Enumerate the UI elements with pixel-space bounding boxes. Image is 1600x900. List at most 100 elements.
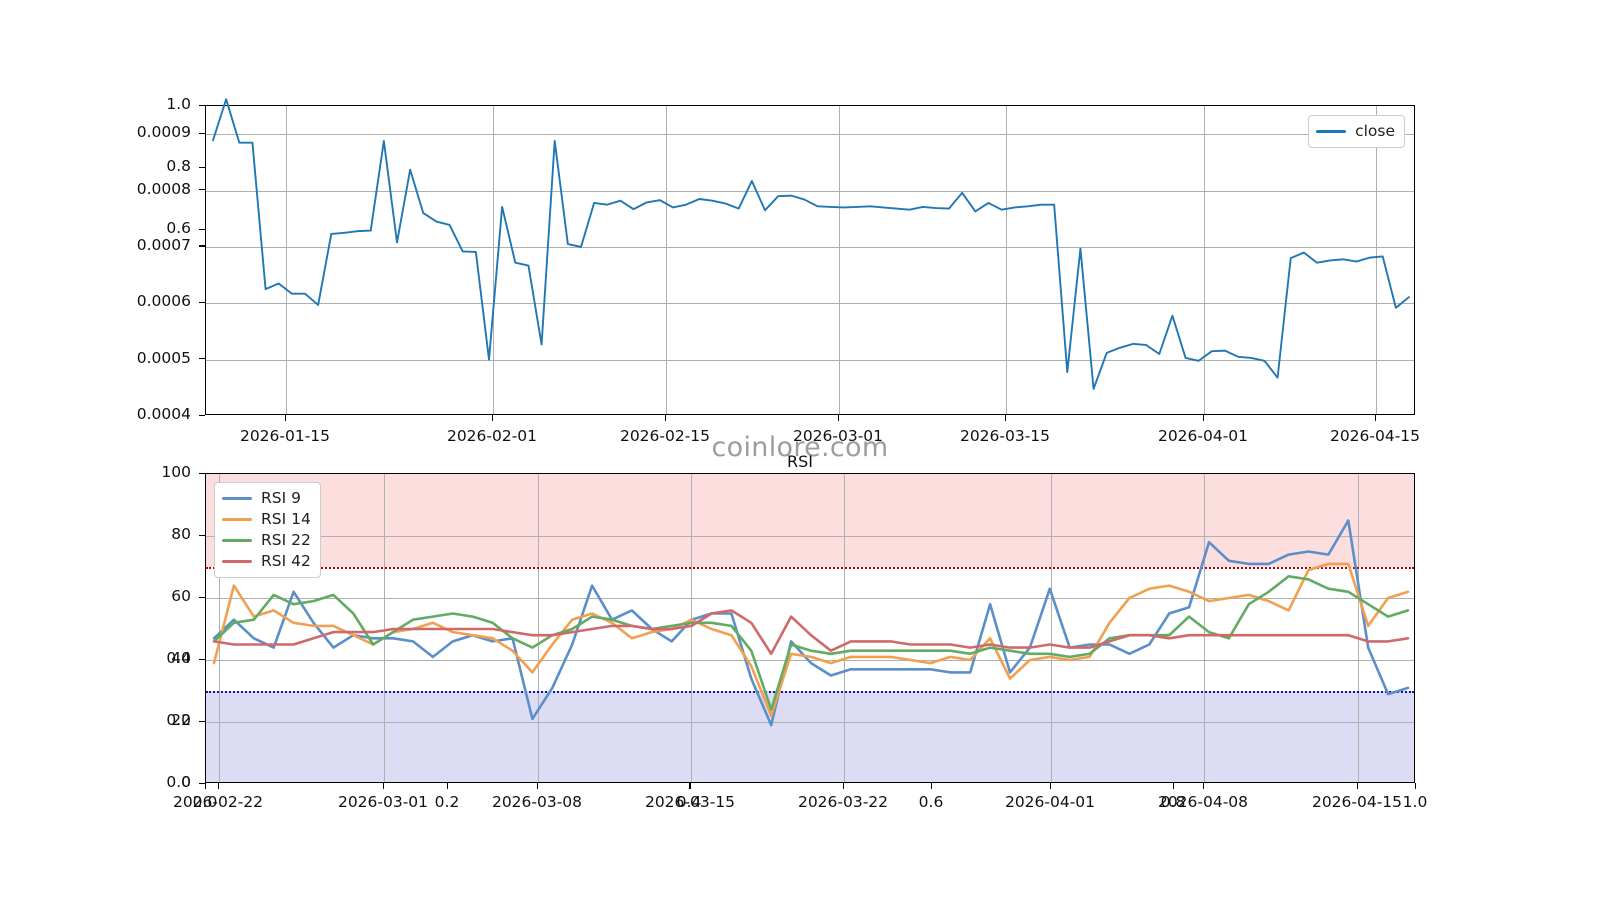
- tick-mark: [930, 783, 932, 789]
- y-axis-overlay-tick-label: 1.0: [166, 95, 191, 113]
- legend-swatch-icon: [222, 497, 252, 500]
- y-axis-tick-label: 100: [161, 463, 191, 481]
- x-axis-tick-label: 2026-03-22: [797, 793, 889, 811]
- x-axis-tick-label: 2026-03-01: [792, 427, 884, 445]
- y-axis-tick-label: 0.0008: [136, 179, 191, 198]
- x-axis-tick-label: 2026-03-08: [491, 793, 583, 811]
- y-axis-tick-label: 0.0006: [136, 292, 191, 311]
- x-axis-tick-label: 2026-04-08: [1157, 793, 1249, 811]
- threshold-band: [206, 474, 1414, 567]
- legend-item: RSI 42: [222, 551, 311, 572]
- gridline: [206, 246, 1414, 248]
- tick-mark: [199, 534, 205, 536]
- tick-mark: [199, 104, 205, 106]
- price-chart-panel: close 0.0004 0.0005 0.0006 0.0007 0.0008 0.00…: [137, 96, 1420, 443]
- price-legend[interactable]: close: [1308, 115, 1405, 148]
- gridline: [691, 474, 692, 782]
- tick-mark: [1049, 783, 1051, 789]
- tick-mark: [199, 189, 205, 191]
- rsi-plot-area: [205, 473, 1415, 783]
- legend-item: RSI 9: [222, 488, 311, 509]
- y-axis-tick-label: 20: [171, 711, 191, 729]
- y-axis-overlay-tick-label: 0.6: [166, 219, 191, 237]
- legend-swatch-icon: [222, 539, 252, 542]
- tick-mark: [199, 301, 205, 304]
- y-axis-overlay-tick-label: 0.0: [166, 773, 191, 791]
- tick-mark: [1414, 783, 1416, 789]
- tick-mark: [199, 358, 205, 360]
- tick-mark: [199, 228, 205, 230]
- tick-mark: [1004, 415, 1006, 421]
- tick-mark: [217, 783, 219, 789]
- tick-mark: [1202, 783, 1204, 789]
- gridline: [1051, 474, 1052, 782]
- gridline: [1358, 474, 1359, 782]
- x-axis-tick-label: 2026-01-15: [239, 427, 331, 445]
- tick-mark: [1172, 783, 1174, 789]
- tick-mark: [1374, 415, 1376, 421]
- y-axis-tick-label: 0: [181, 773, 191, 791]
- y-axis-overlay-tick-label: 0.4: [166, 649, 191, 667]
- rsi-legend[interactable]: RSI 9 RSI 14 RSI 22 RSI 42: [214, 482, 321, 578]
- tick-mark: [1202, 415, 1204, 421]
- x-axis-tick-label: 2026-04-01: [1004, 793, 1096, 811]
- legend-label: close: [1355, 121, 1395, 140]
- x-axis-tick-label: 2026-04-15: [1311, 793, 1403, 811]
- x-axis-tick-label: 2026-04-15: [1329, 427, 1421, 445]
- tick-mark: [199, 472, 205, 474]
- tick-mark: [199, 166, 205, 168]
- x-axis-tick-label: 2026-02-01: [446, 427, 538, 445]
- gridline: [206, 536, 1414, 537]
- gridline: [384, 474, 385, 782]
- gridline: [493, 106, 494, 414]
- gridline: [286, 106, 287, 414]
- legend-label: RSI 9: [261, 488, 301, 507]
- price-line-series: [212, 98, 1410, 390]
- legend-item: RSI 22: [222, 530, 311, 551]
- gridline: [666, 106, 667, 414]
- tick-mark: [536, 783, 538, 789]
- gridline: [1204, 106, 1205, 414]
- gridline: [206, 598, 1414, 599]
- gridline: [538, 474, 539, 782]
- tick-mark: [491, 415, 493, 421]
- x-axis-tick-label: 2026-04-01: [1157, 427, 1249, 445]
- legend-swatch-icon: [222, 518, 252, 521]
- x-axis-tick-label: 2026-02-22: [172, 793, 264, 811]
- threshold-line-overbought: [206, 567, 1414, 569]
- y-axis-tick-label: 40: [171, 649, 191, 667]
- threshold-line-oversold: [206, 691, 1414, 693]
- x-axis-tick-label: 2026-03-15: [959, 427, 1051, 445]
- y-axis-tick-label: 60: [171, 587, 191, 605]
- tick-mark: [382, 783, 384, 789]
- legend-item: RSI 14: [222, 509, 311, 530]
- tick-mark: [199, 596, 205, 598]
- gridline: [219, 474, 220, 782]
- gridline: [1376, 106, 1377, 414]
- x-axis-overlay-tick-label: 0.4: [676, 793, 702, 811]
- gridline: [844, 474, 845, 782]
- y-axis-overlay-tick-label: 0.2: [166, 711, 191, 729]
- gridline: [206, 303, 1414, 305]
- legend-item: close: [1316, 121, 1395, 142]
- x-axis-tick-label: 2026-03-01: [337, 793, 429, 811]
- y-axis-tick-label: 80: [171, 525, 191, 543]
- y-axis-tick-label: 0.0004: [136, 405, 191, 423]
- y-axis-overlay-tick-label: 0.8: [166, 157, 191, 175]
- legend-label: RSI 42: [261, 551, 311, 570]
- tick-mark: [688, 783, 690, 789]
- tick-mark: [842, 783, 844, 789]
- legend-swatch-icon: [222, 560, 252, 563]
- gridline: [206, 359, 1414, 361]
- price-plot-area: [205, 98, 1415, 415]
- tick-mark: [446, 783, 448, 789]
- tick-mark: [199, 720, 205, 722]
- tick-mark: [664, 415, 666, 421]
- tick-mark: [284, 415, 286, 421]
- watermark: coinlore.com: [711, 432, 889, 463]
- gridline: [1006, 106, 1007, 414]
- tick-mark: [199, 132, 205, 134]
- legend-label: RSI 14: [261, 509, 311, 528]
- x-axis-tick-label: 2026-03-15: [644, 793, 736, 811]
